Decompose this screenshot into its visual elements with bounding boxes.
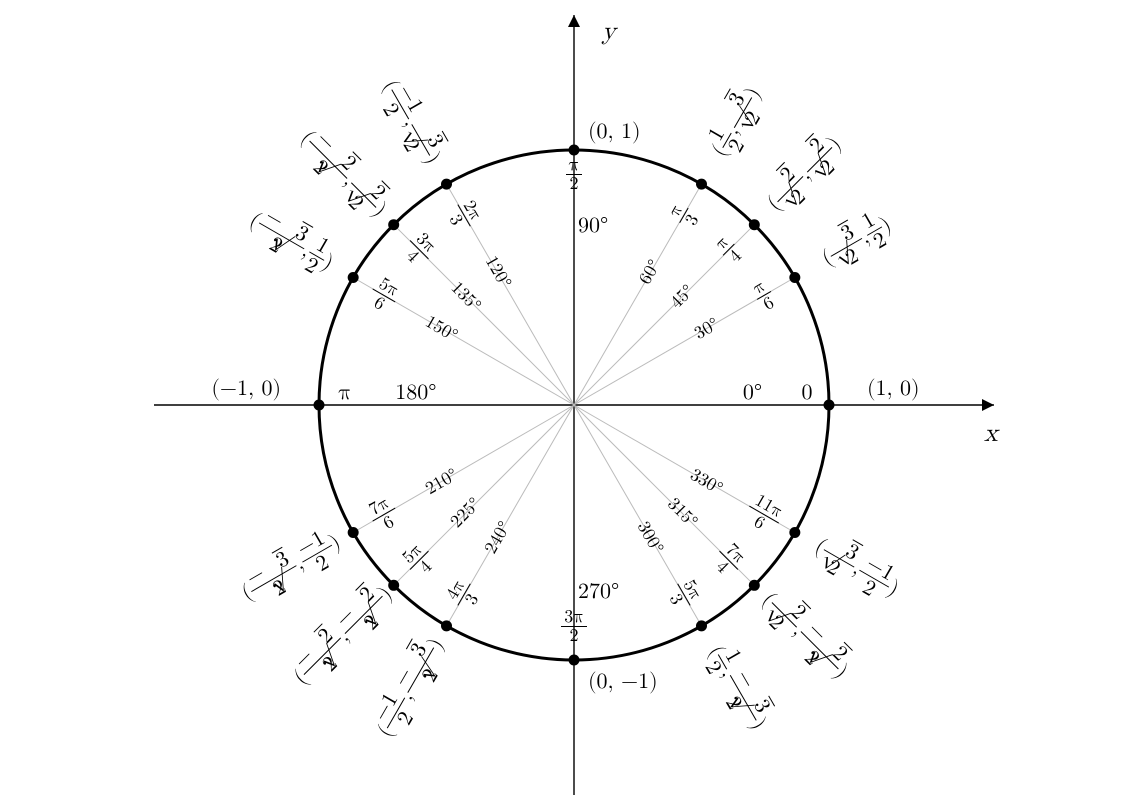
radian-label: 0 xyxy=(801,382,812,404)
circle-point xyxy=(569,655,580,666)
coord-label: (0, 1) xyxy=(588,121,641,144)
coord-label: (−1, 0) xyxy=(211,378,281,401)
degree-label: 180° xyxy=(395,382,436,404)
coord-label: (1, 0) xyxy=(867,378,920,401)
circle-point xyxy=(314,400,325,411)
radian-label: π2 xyxy=(544,156,604,200)
unit-circle-diagram: yx30°π6(√32, 12)45°π4(√22, √22)60°π3(12,… xyxy=(0,0,1148,810)
degree-label: 270° xyxy=(578,581,619,603)
degree-label: 90° xyxy=(578,215,608,237)
radian-label: π xyxy=(339,382,352,404)
x-axis-label: x xyxy=(984,421,1000,447)
circle-point xyxy=(569,145,580,156)
circle-point xyxy=(824,400,835,411)
y-axis-label: y xyxy=(601,19,619,45)
degree-label: 0° xyxy=(743,382,762,404)
radian-label: 3π2 xyxy=(544,608,604,652)
coord-label: (0, −1) xyxy=(588,671,658,694)
